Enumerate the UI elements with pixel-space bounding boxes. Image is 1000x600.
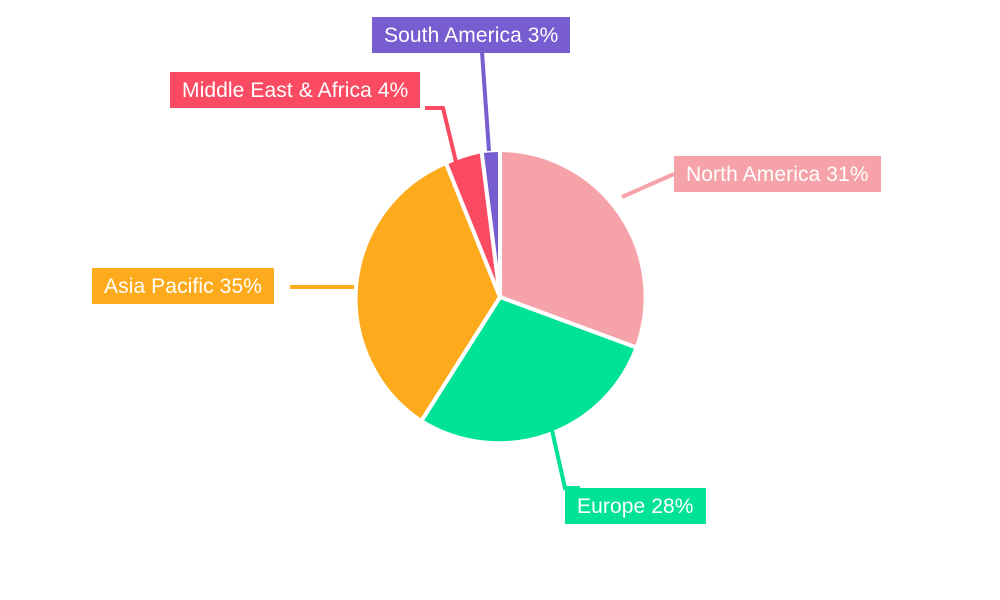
pie-slice-north-america[interactable] — [498, 148, 648, 350]
pie-slice-europe[interactable] — [419, 295, 639, 446]
pie-label-south-america[interactable]: South America 3% — [372, 17, 571, 53]
pie-label-asia-pacific[interactable]: Asia Pacific 35% — [92, 268, 275, 304]
pie-slices — [353, 148, 648, 446]
leader-line-north-america — [621, 172, 675, 199]
pie-label-europe-text: Europe 28% — [577, 494, 694, 518]
pie-label-asia-pacific-text: Asia Pacific 35% — [104, 274, 263, 298]
leader-line-europe — [549, 425, 580, 490]
pie-label-north-america-text: North America 31% — [686, 162, 869, 186]
leader-line-middle-east-africa — [425, 106, 459, 167]
pie-label-north-america[interactable]: North America 31% — [674, 156, 881, 192]
pie-label-europe[interactable]: Europe 28% — [565, 488, 706, 524]
pie-label-middle-east-africa[interactable]: Middle East & Africa 4% — [170, 72, 421, 108]
pie-label-middle-east-africa-text: Middle East & Africa 4% — [182, 78, 409, 102]
leader-line-south-america — [480, 51, 491, 152]
pie-label-south-america-text: South America 3% — [384, 23, 559, 47]
pie-slice-asia-pacific[interactable] — [353, 161, 502, 424]
